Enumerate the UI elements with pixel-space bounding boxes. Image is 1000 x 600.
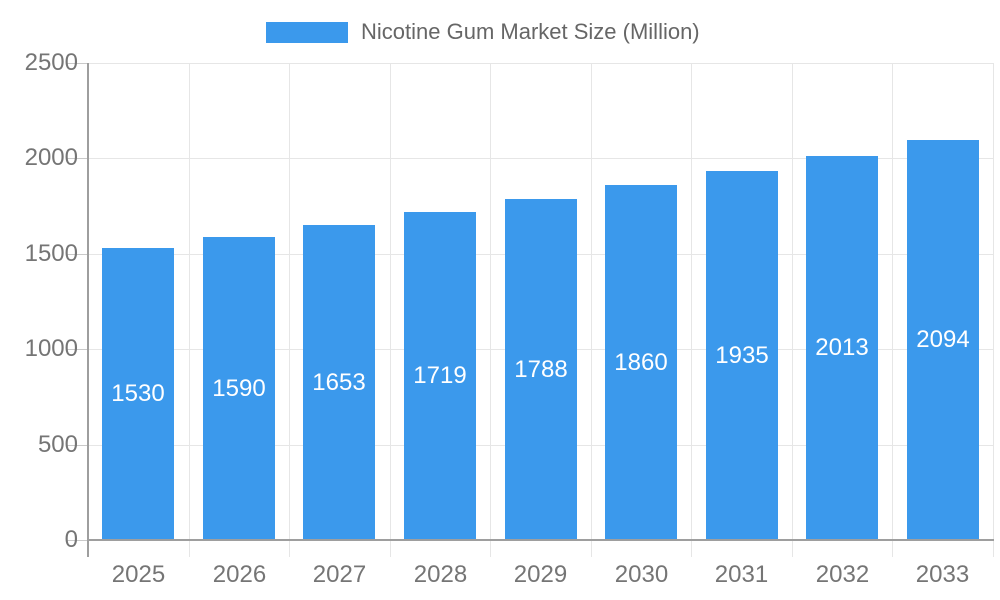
y-axis-line bbox=[87, 63, 89, 557]
legend[interactable]: Nicotine Gum Market Size (Million) bbox=[266, 19, 700, 45]
gridline-vertical bbox=[691, 63, 692, 557]
gridline-horizontal bbox=[88, 63, 993, 64]
bar-value-label: 1719 bbox=[413, 362, 467, 389]
y-axis-tick bbox=[67, 349, 88, 350]
bar[interactable]: 1860 bbox=[605, 185, 677, 540]
gridline-vertical bbox=[892, 63, 893, 557]
bar-value-label: 1860 bbox=[614, 348, 668, 376]
y-axis-tick bbox=[67, 445, 88, 446]
gridline-vertical bbox=[490, 63, 491, 557]
y-axis-tick-label: 2500 bbox=[24, 49, 78, 76]
gridline-vertical bbox=[289, 63, 290, 557]
gridline-vertical bbox=[189, 63, 190, 557]
x-axis-tick-label: 2027 bbox=[312, 561, 367, 588]
legend-label: Nicotine Gum Market Size (Million) bbox=[361, 19, 700, 44]
x-axis-line bbox=[87, 539, 994, 541]
y-axis-tick bbox=[67, 254, 88, 255]
x-axis-tick-label: 2025 bbox=[111, 561, 166, 588]
bar[interactable]: 1590 bbox=[203, 237, 275, 540]
bar-value-label: 1788 bbox=[514, 355, 568, 383]
x-axis-tick-label: 2031 bbox=[714, 561, 769, 588]
x-axis-tick-label: 2029 bbox=[513, 561, 568, 588]
gridline-vertical bbox=[390, 63, 391, 557]
gridline-vertical bbox=[591, 63, 592, 557]
bar-value-label: 1653 bbox=[312, 368, 366, 396]
x-axis-tick-label: 2028 bbox=[413, 561, 468, 588]
bar[interactable]: 1530 bbox=[102, 248, 174, 540]
x-axis-tick-label: 2030 bbox=[614, 561, 669, 588]
bar[interactable]: 1653 bbox=[303, 225, 375, 540]
x-axis-tick-label: 2032 bbox=[815, 561, 870, 588]
y-axis-tick-label: 1500 bbox=[24, 240, 78, 267]
bar-value-label: 2013 bbox=[815, 334, 869, 361]
x-axis-tick-label: 2033 bbox=[915, 561, 970, 588]
y-axis-tick-label: 1000 bbox=[24, 335, 78, 362]
bar[interactable]: 1719 bbox=[404, 212, 476, 540]
y-axis-tick-label: 2000 bbox=[24, 144, 78, 171]
bar-value-label: 1530 bbox=[111, 380, 165, 407]
y-axis-tick-label: 0 bbox=[64, 526, 78, 553]
gridline-vertical bbox=[792, 63, 793, 557]
legend-swatch[interactable] bbox=[266, 21, 348, 43]
x-axis-tick-label: 2026 bbox=[212, 561, 267, 588]
y-axis-tick bbox=[67, 540, 88, 541]
bar[interactable]: 2013 bbox=[806, 156, 878, 540]
bar-value-label: 1935 bbox=[715, 341, 769, 369]
y-axis-tick-label: 500 bbox=[37, 431, 78, 458]
gridline-horizontal bbox=[88, 158, 993, 159]
gridline-vertical bbox=[993, 63, 994, 557]
bar-value-label: 1590 bbox=[212, 374, 266, 402]
bar[interactable]: 1788 bbox=[505, 199, 577, 540]
bar[interactable]: 2094 bbox=[907, 140, 979, 540]
bar[interactable]: 1935 bbox=[706, 171, 778, 540]
y-axis-tick bbox=[67, 63, 88, 64]
y-axis-tick bbox=[67, 158, 88, 159]
bar-value-label: 2094 bbox=[916, 326, 970, 353]
